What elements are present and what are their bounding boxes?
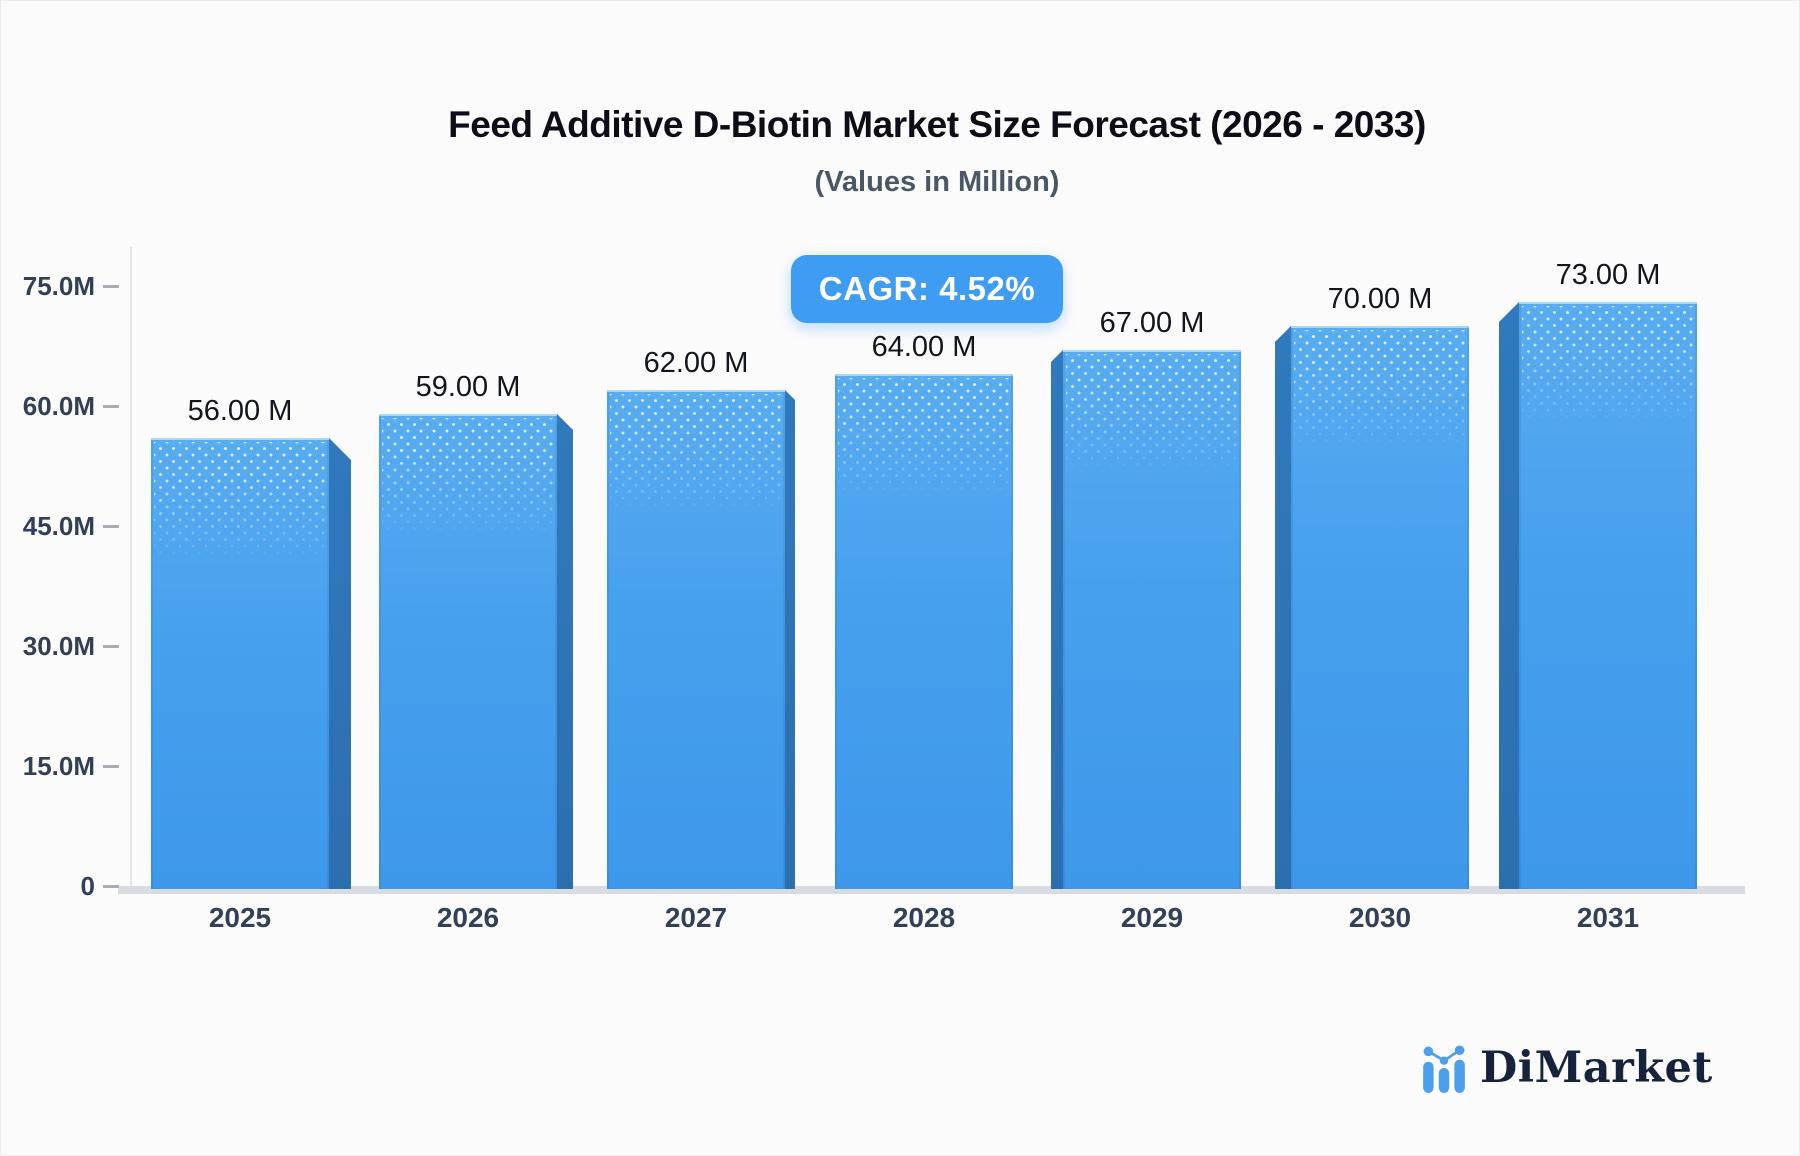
y-axis-line	[130, 247, 132, 894]
bar-dot-texture	[1066, 354, 1238, 472]
bar-value-label-2027: 62.00 M	[643, 347, 749, 379]
bar-2031[interactable]	[1519, 302, 1697, 889]
x-axis-label-2026: 2026	[436, 902, 500, 933]
bar-side-bevel-2030	[1275, 326, 1291, 889]
x-axis-label-2028: 2028	[892, 902, 956, 933]
brand-logo[interactable]: DiMarket	[1421, 1039, 1713, 1097]
y-axis-tick	[103, 405, 119, 408]
bar-value-label-2031: 73.00 M	[1555, 259, 1661, 291]
x-axis-label-2025: 2025	[208, 902, 272, 933]
bar-value-label-2030: 70.00 M	[1327, 283, 1433, 315]
x-axis-baseline	[118, 886, 1745, 894]
y-axis-tick	[103, 885, 119, 888]
y-axis-tick-label: 0	[80, 871, 95, 901]
bar-side-bevel-2029	[1051, 350, 1063, 889]
y-axis-tick-label: 45.0M	[22, 511, 95, 541]
bar-dot-texture	[382, 418, 554, 536]
chart-title: Feed Additive D-Biotin Market Size Forec…	[448, 104, 1426, 145]
bar-dot-texture	[154, 442, 326, 560]
bar-2027[interactable]	[607, 390, 785, 889]
bar-2025[interactable]	[151, 438, 329, 889]
x-axis-label-2031: 2031	[1576, 902, 1640, 933]
chart-subtitle: (Values in Million)	[814, 166, 1060, 198]
x-axis-label-2027: 2027	[664, 902, 728, 933]
bar-line-chart-logo-icon	[1423, 1045, 1465, 1093]
bar-2028[interactable]	[835, 374, 1013, 889]
brand-name: DiMarket	[1480, 1043, 1713, 1093]
bar-dot-texture	[1522, 306, 1694, 424]
y-axis-tick	[103, 765, 119, 768]
x-axis-label-2030: 2030	[1348, 902, 1412, 933]
bar-value-label-2026: 59.00 M	[415, 371, 521, 403]
bar-value-label-2029: 67.00 M	[1099, 307, 1205, 339]
y-axis-tick-label: 60.0M	[22, 391, 95, 421]
bar-value-label-2025: 56.00 M	[187, 395, 293, 427]
bar-dot-texture	[838, 378, 1010, 496]
bar-side-bevel-2027	[785, 390, 795, 889]
bar-side-bevel-2026	[557, 414, 573, 889]
bar-2030[interactable]	[1291, 326, 1469, 889]
bar-2026[interactable]	[379, 414, 557, 889]
y-axis-tick	[103, 645, 119, 648]
x-axis-label-2029: 2029	[1120, 902, 1184, 933]
y-axis-tick	[103, 525, 119, 528]
bar-side-bevel-2031	[1499, 302, 1519, 889]
cagr-badge-label: CAGR: 4.52%	[818, 270, 1036, 307]
y-axis-tick-label: 75.0M	[22, 271, 95, 301]
bar-dot-texture	[610, 394, 782, 512]
y-axis-tick-label: 30.0M	[22, 631, 95, 661]
y-axis-tick	[103, 285, 119, 288]
bar-2029[interactable]	[1063, 350, 1241, 889]
bar-dot-texture	[1294, 330, 1466, 448]
bar-side-bevel-2025	[329, 438, 351, 889]
bar-value-label-2028: 64.00 M	[871, 331, 977, 363]
cagr-badge: CAGR: 4.52%	[791, 255, 1063, 323]
y-axis-tick-label: 15.0M	[22, 751, 95, 781]
